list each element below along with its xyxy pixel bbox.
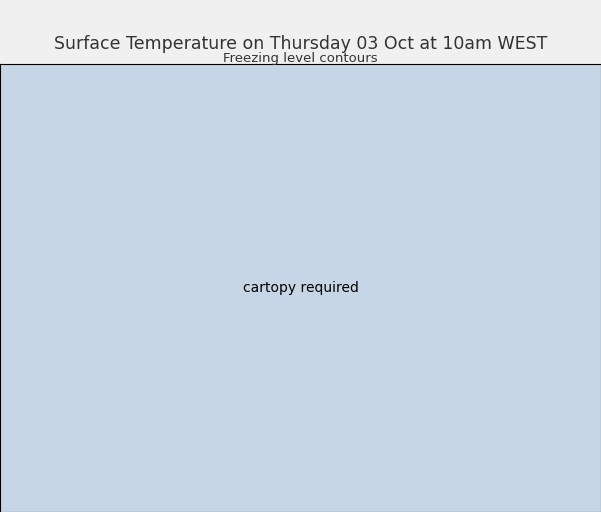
Text: cartopy required: cartopy required [243, 281, 358, 295]
Text: Freezing level contours: Freezing level contours [223, 52, 378, 66]
Text: Surface Temperature on Thursday 03 Oct at 10am WEST: Surface Temperature on Thursday 03 Oct a… [54, 34, 547, 53]
